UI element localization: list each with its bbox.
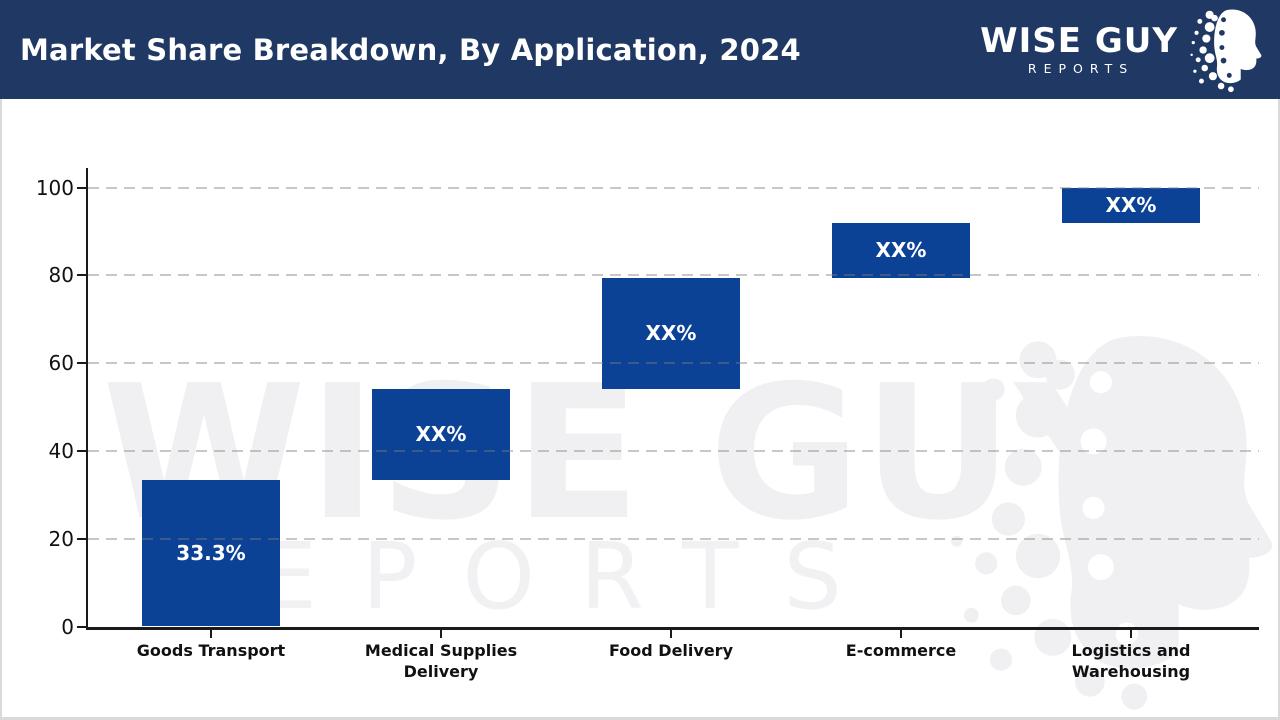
y-axis-tick bbox=[77, 537, 87, 540]
gridline bbox=[88, 362, 1259, 365]
y-axis-tick bbox=[77, 274, 87, 277]
x-category-label: Medical Supplies Delivery bbox=[364, 641, 518, 681]
header-bar: Market Share Breakdown, By Application, … bbox=[0, 0, 1280, 99]
logo-subtext: REPORTS bbox=[1027, 61, 1135, 76]
y-axis-tick bbox=[77, 186, 87, 189]
bar-segment: XX% bbox=[602, 277, 740, 389]
page-title: Market Share Breakdown, By Application, … bbox=[20, 32, 801, 67]
x-axis-line bbox=[86, 626, 1259, 630]
bar-value-label: XX% bbox=[415, 422, 467, 447]
y-axis-tick bbox=[77, 449, 87, 452]
bar-segment: XX% bbox=[832, 223, 970, 278]
gridline bbox=[88, 274, 1259, 277]
bar-value-label: XX% bbox=[645, 321, 697, 346]
bar-value-label: XX% bbox=[875, 238, 927, 263]
brand-logo: WISE GUY REPORTS bbox=[980, 4, 1272, 96]
y-tick-label: 60 bbox=[48, 351, 74, 376]
bar-segment: XX% bbox=[372, 388, 510, 481]
x-axis-tick bbox=[1130, 629, 1132, 638]
y-tick-label: 80 bbox=[48, 263, 74, 288]
x-category-label: E-commerce bbox=[845, 641, 957, 660]
y-axis-line bbox=[86, 168, 88, 629]
logo-wordmark: WISE GUY bbox=[980, 21, 1178, 61]
bar-segment: 33.3% bbox=[142, 480, 280, 627]
y-axis-tick bbox=[77, 362, 87, 365]
y-tick-label: 20 bbox=[48, 526, 74, 551]
bar-value-label: XX% bbox=[1105, 193, 1157, 218]
y-tick-label: 100 bbox=[35, 175, 74, 200]
x-axis-tick bbox=[900, 629, 902, 638]
wiseguy-head-icon bbox=[1190, 9, 1262, 93]
bar-segment: XX% bbox=[1062, 187, 1200, 224]
x-category-label: Goods Transport bbox=[136, 641, 286, 660]
gridline bbox=[88, 186, 1259, 189]
x-category-label: Logistics and Warehousing bbox=[1071, 641, 1191, 681]
brand-logo-text: WISE GUY REPORTS bbox=[980, 24, 1178, 76]
y-tick-label: 0 bbox=[61, 614, 74, 639]
x-axis-tick bbox=[440, 629, 442, 638]
x-axis-tick bbox=[670, 629, 672, 638]
gridline bbox=[88, 449, 1259, 452]
gridline bbox=[88, 537, 1259, 540]
x-axis-tick bbox=[210, 629, 212, 638]
y-axis-tick bbox=[77, 625, 87, 628]
y-tick-label: 40 bbox=[48, 438, 74, 463]
bar-value-label: 33.3% bbox=[176, 541, 246, 566]
x-category-label: Food Delivery bbox=[609, 641, 733, 660]
